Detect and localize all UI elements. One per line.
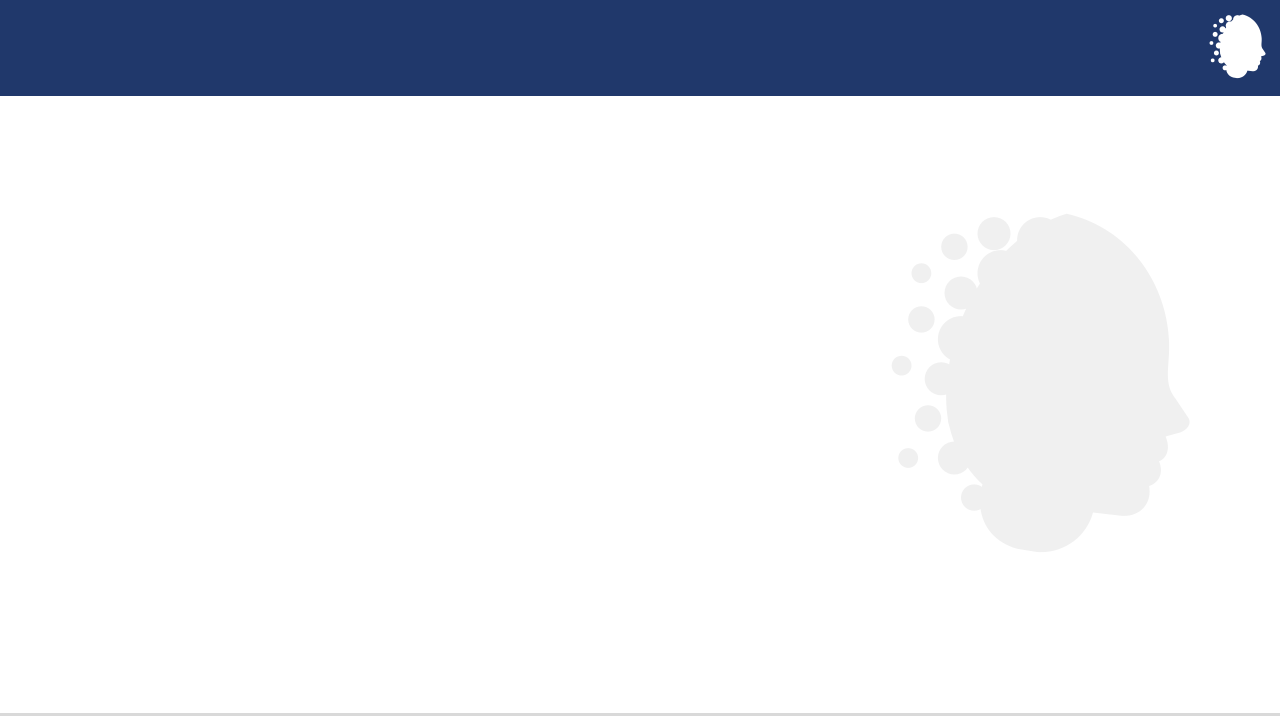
bottom-divider (0, 713, 1280, 716)
header-bar (0, 0, 1280, 96)
wiseguy-logo (1192, 6, 1266, 90)
logo-head-icon (1209, 14, 1266, 79)
